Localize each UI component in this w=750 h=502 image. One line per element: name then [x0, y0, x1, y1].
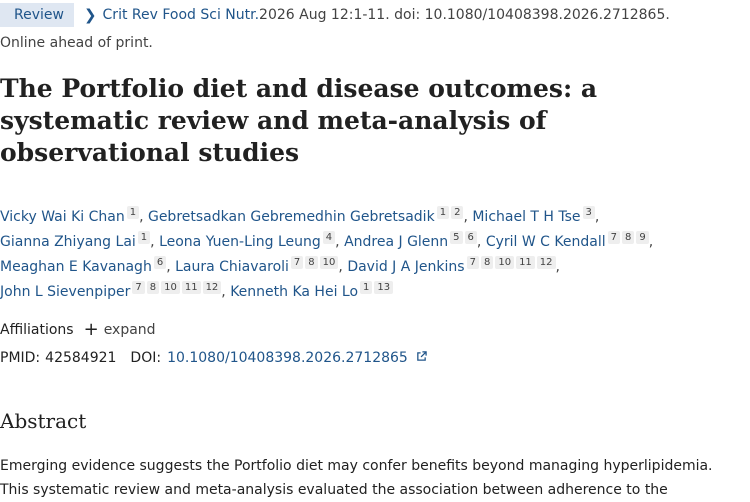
affiliation-number[interactable]: 7 [290, 256, 304, 270]
author-name-link[interactable]: David J A Jenkins [347, 259, 465, 275]
author-name-link[interactable]: John L Sievenpiper [0, 284, 131, 300]
identifiers-row: PMID: 42584921 DOI: 10.1080/10408398.202… [0, 350, 428, 366]
author-entry: John L Sievenpiper 7 8 10 11 12 [0, 281, 222, 300]
author-name-link[interactable]: Laura Chiavaroli [175, 259, 289, 275]
abstract-text: Emerging evidence suggests the Portfolio… [0, 454, 750, 502]
publication-status: Online ahead of print. [0, 35, 153, 51]
affiliation-number[interactable]: 6 [153, 256, 167, 270]
author-name-link[interactable]: Cyril W C Kendall [485, 234, 606, 250]
affiliation-number[interactable]: 6 [464, 231, 477, 245]
author-entry: Andrea J Glenn 5 6 [344, 231, 477, 250]
affiliation-number[interactable]: 8 [146, 281, 160, 295]
pmid-label: PMID: [0, 350, 41, 366]
doi-value: 10.1080/10408398.2026.2712865 [167, 350, 408, 366]
affiliation-number[interactable]: 2 [451, 206, 464, 220]
journal-link[interactable]: Crit Rev Food Sci Nutr. [102, 7, 260, 23]
author-entry: Vicky Wai Ki Chan 1 [0, 206, 140, 225]
citation-bar: Review ❯ Crit Rev Food Sci Nutr. 2026 Au… [0, 2, 750, 28]
affiliation-number[interactable]: 1 [137, 231, 151, 245]
author-name-link[interactable]: Vicky Wai Ki Chan [0, 209, 125, 225]
affiliation-number[interactable]: 4 [322, 231, 336, 245]
affiliation-number[interactable]: 12 [202, 281, 222, 295]
authors-list: Vicky Wai Ki Chan 1, Gebretsadkan Gebreme… [0, 206, 654, 300]
author-name-link[interactable]: Gebretsadkan Gebremedhin Gebretsadik [147, 209, 435, 225]
author-name-link[interactable]: Leona Yuen-Ling Leung [159, 234, 321, 250]
author-name-link[interactable]: Andrea J Glenn [344, 234, 449, 250]
affiliation-number[interactable]: 7 [466, 256, 479, 270]
affiliation-number[interactable]: 8 [305, 256, 318, 270]
abstract-heading: Abstract [0, 409, 87, 433]
author-name-link[interactable]: Gianna Zhiyang Lai [0, 234, 136, 250]
author-name-link[interactable]: Kenneth Ka Hei Lo [230, 284, 359, 300]
author-entry: Michael T H Tse 3 [472, 206, 595, 225]
affiliation-number[interactable]: 12 [536, 256, 556, 270]
author-entry: David J A Jenkins 7 8 10 11 12 [347, 256, 556, 275]
author-name-link[interactable]: Meaghan E Kavanagh [0, 259, 152, 275]
author-name-link[interactable]: Michael T H Tse [472, 209, 581, 225]
plus-icon: + [83, 319, 99, 340]
affiliation-number[interactable]: 1 [126, 206, 140, 220]
affiliations-label: Affiliations [0, 322, 74, 338]
expand-affiliations-button[interactable]: + expand [84, 321, 156, 339]
author-entry: Kenneth Ka Hei Lo 1 13 [230, 281, 394, 300]
affiliation-number[interactable]: 11 [181, 281, 201, 295]
affiliation-number[interactable]: 8 [480, 256, 494, 270]
author-entry: Gebretsadkan Gebremedhin Gebretsadik 1 2 [147, 206, 464, 225]
affiliation-number[interactable]: 13 [374, 281, 394, 295]
article-title: The Portfolio diet and disease outcomes:… [0, 74, 598, 167]
affiliation-number[interactable]: 8 [621, 231, 635, 245]
affiliation-number[interactable]: 10 [161, 281, 180, 295]
author-entry: Meaghan E Kavanagh 6 [0, 256, 167, 275]
abstract-line: Emerging evidence suggests the Portfolio… [0, 458, 713, 474]
citation-details: 2026 Aug 12:1-11. doi: 10.1080/10408398.… [259, 7, 670, 23]
affiliation-number[interactable]: 1 [360, 281, 373, 295]
pmid-value: 42584921 [45, 350, 117, 366]
affiliation-number[interactable]: 10 [319, 256, 339, 270]
affiliation-number[interactable]: 5 [450, 231, 463, 245]
affiliation-number[interactable]: 7 [607, 231, 620, 245]
chevron-right-icon[interactable]: ❯ [83, 5, 97, 24]
author-entry: Leona Yuen-Ling Leung 4 [159, 231, 336, 250]
affiliations-row: Affiliations + expand [0, 321, 156, 339]
affiliation-number[interactable]: 7 [132, 281, 145, 295]
affiliation-number[interactable]: 3 [582, 206, 595, 220]
affiliation-number[interactable]: 1 [436, 206, 450, 220]
author-entry: Laura Chiavaroli 7 8 10 [175, 256, 339, 275]
doi-link[interactable]: 10.1080/10408398.2026.2712865 [167, 350, 428, 366]
affiliation-number[interactable]: 11 [516, 256, 535, 270]
author-entry: Gianna Zhiyang Lai 1 [0, 231, 151, 250]
affiliation-number[interactable]: 9 [636, 231, 649, 245]
external-link-icon [416, 350, 428, 366]
abstract-line: This systematic review and meta-analysis… [0, 482, 668, 498]
author-entry: Cyril W C Kendall 7 8 9 [485, 231, 649, 250]
expand-label: expand [103, 322, 156, 338]
affiliation-number[interactable]: 10 [495, 256, 515, 270]
doi-label: DOI: [130, 350, 162, 366]
article-type-badge: Review [0, 3, 74, 27]
